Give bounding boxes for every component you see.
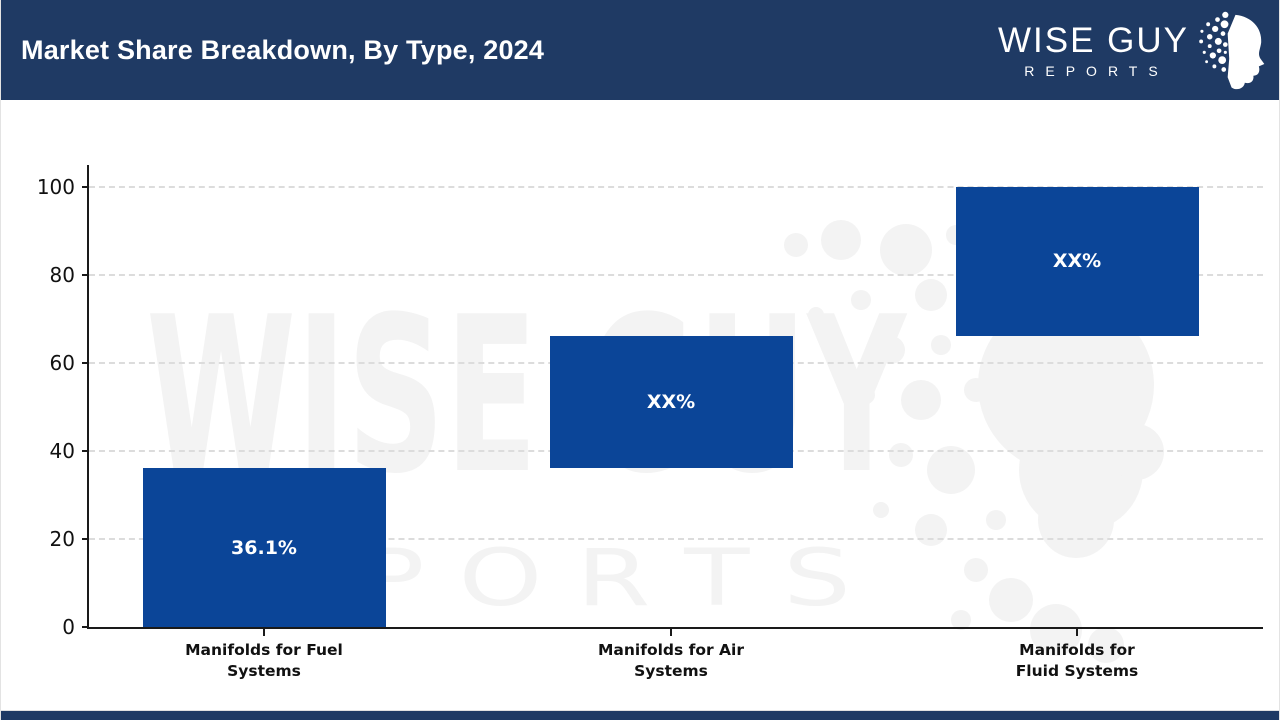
- gridline-80: [89, 274, 1263, 276]
- header-bar: Market Share Breakdown, By Type, 2024 WI…: [1, 0, 1279, 100]
- y-tick-label-100: 100: [36, 175, 75, 199]
- chart-title: Market Share Breakdown, By Type, 2024: [21, 34, 545, 65]
- bar-value-label: XX%: [646, 390, 696, 413]
- bottom-hairline: [1, 710, 1279, 711]
- logo-wordmark: WISE GUY: [997, 20, 1189, 60]
- x-tick: [263, 629, 265, 636]
- y-tick-label-80: 80: [49, 263, 75, 287]
- y-tick-40: [82, 450, 89, 452]
- y-tick-label-40: 40: [49, 439, 75, 463]
- y-tick-60: [82, 362, 89, 364]
- bar-segment: XX%: [549, 335, 793, 469]
- y-tick-100: [82, 186, 89, 188]
- category-label: Manifolds for Fluid Systems: [1015, 641, 1139, 680]
- x-tick: [1076, 629, 1078, 636]
- footer-bar: [1, 711, 1279, 720]
- x-tick: [670, 629, 672, 636]
- bar-value-label: XX%: [1052, 250, 1102, 273]
- logo-head-icon: [1199, 11, 1265, 90]
- y-tick-80: [82, 274, 89, 276]
- y-tick-label-60: 60: [49, 351, 75, 375]
- bar-segment: XX%: [955, 187, 1199, 336]
- category-label: Manifolds for Air Systems: [597, 641, 745, 680]
- gridline-20: [89, 538, 1263, 540]
- y-tick-20: [82, 538, 89, 540]
- wise-guy-reports-logo: WISE GUY REPORTS: [997, 6, 1279, 94]
- y-tick-label-0: 0: [62, 615, 75, 639]
- gridline-100: [89, 186, 1263, 188]
- bar-value-label: 36.1%: [231, 536, 297, 559]
- bar-segment: 36.1%: [142, 468, 386, 627]
- logo-subtitle: REPORTS: [1024, 62, 1169, 79]
- y-tick-0: [82, 626, 89, 628]
- y-tick-label-20: 20: [49, 527, 75, 551]
- category-label: Manifolds for Fuel Systems: [185, 641, 343, 680]
- y-axis-line: [87, 165, 89, 629]
- x-axis-line: [87, 627, 1263, 629]
- plot-area: WISE GUY R E P O R T S 0 20 40 60 80 100 36.1%…: [1, 100, 1279, 712]
